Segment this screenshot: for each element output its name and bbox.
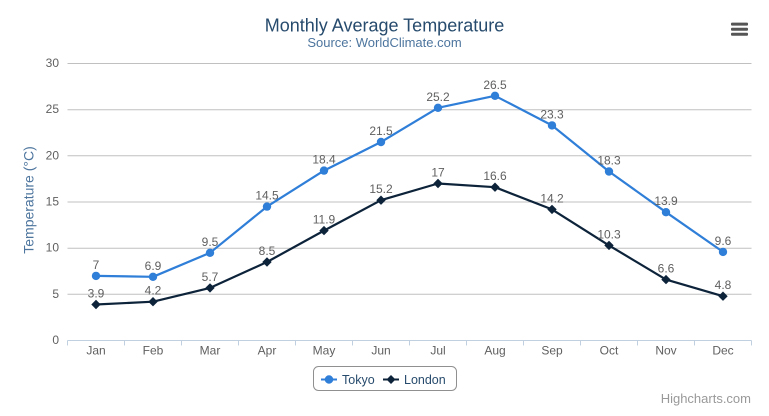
svg-text:21.5: 21.5 [369,124,393,138]
svg-text:18.4: 18.4 [312,153,336,167]
svg-text:Apr: Apr [258,344,277,358]
svg-text:Dec: Dec [712,344,733,358]
svg-text:8.5: 8.5 [259,244,276,258]
svg-text:Temperature (°C): Temperature (°C) [21,146,37,254]
svg-text:Highcharts.com: Highcharts.com [661,391,751,406]
svg-text:18.3: 18.3 [597,154,621,168]
svg-text:Jan: Jan [86,344,105,358]
svg-text:Oct: Oct [600,344,619,358]
svg-text:17: 17 [431,166,445,180]
svg-text:13.9: 13.9 [654,194,678,208]
svg-text:23.3: 23.3 [540,107,564,121]
svg-text:Mar: Mar [200,344,221,358]
svg-text:25: 25 [46,102,60,116]
svg-text:14.5: 14.5 [255,189,279,203]
svg-text:5: 5 [52,287,59,301]
svg-text:5.7: 5.7 [202,270,219,284]
svg-text:May: May [313,344,336,358]
svg-text:20: 20 [46,148,60,162]
svg-text:15.2: 15.2 [369,182,393,196]
svg-text:Jul: Jul [430,344,445,358]
svg-text:14.2: 14.2 [540,191,564,205]
svg-text:3.9: 3.9 [88,287,105,301]
svg-text:4.2: 4.2 [145,284,162,298]
svg-text:11.9: 11.9 [313,213,336,227]
svg-text:Tokyo: Tokyo [342,373,375,387]
svg-text:6.6: 6.6 [658,262,675,276]
svg-text:25.2: 25.2 [426,90,450,104]
svg-text:26.5: 26.5 [483,78,507,92]
svg-text:15: 15 [46,195,60,209]
svg-text:7: 7 [93,258,100,272]
svg-text:6.9: 6.9 [145,259,162,273]
svg-text:Nov: Nov [655,344,676,358]
svg-text:9.6: 9.6 [715,234,732,248]
svg-text:Monthly Average Temperature: Monthly Average Temperature [265,16,504,36]
svg-text:0: 0 [52,333,59,347]
svg-text:Feb: Feb [143,344,164,358]
svg-text:4.8: 4.8 [715,278,732,292]
svg-text:30: 30 [46,56,60,70]
svg-text:Source: WorldClimate.com: Source: WorldClimate.com [307,35,461,50]
svg-text:10: 10 [46,241,60,255]
svg-text:Aug: Aug [484,344,505,358]
svg-text:16.6: 16.6 [483,169,507,183]
svg-text:10.3: 10.3 [597,227,621,241]
svg-text:London: London [404,373,446,387]
svg-text:9.5: 9.5 [202,235,219,249]
svg-text:Jun: Jun [371,344,390,358]
svg-text:Sep: Sep [541,344,563,358]
